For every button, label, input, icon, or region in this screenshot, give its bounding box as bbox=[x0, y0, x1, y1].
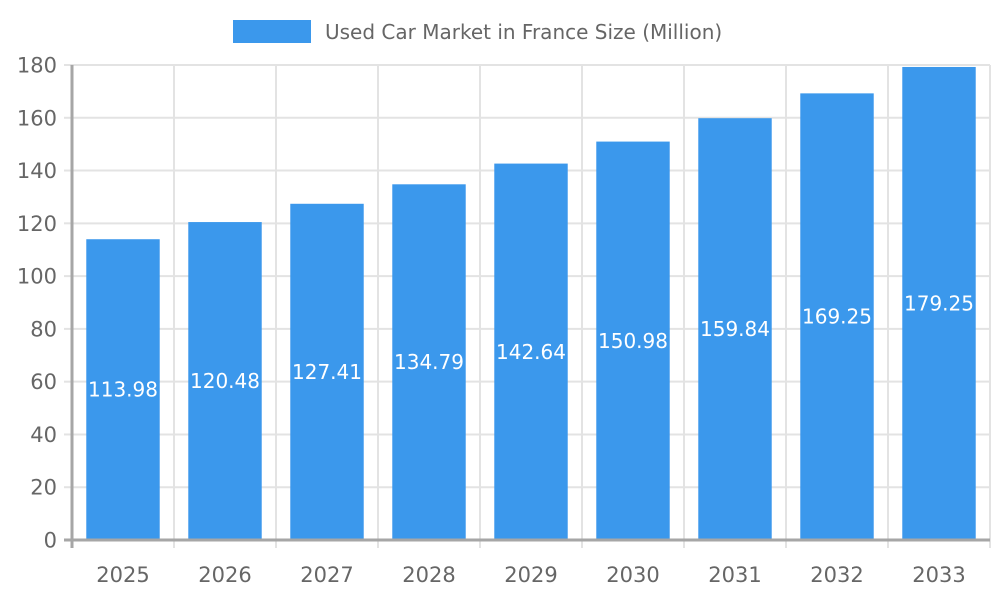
plot-area: 0 20 40 60 80 100 120 140 160 180 113.98 2025 120.48… bbox=[17, 54, 991, 587]
bar-value-label: 159.84 bbox=[700, 317, 770, 341]
y-tick-label: 20 bbox=[30, 476, 57, 500]
y-tick-label: 100 bbox=[17, 265, 57, 289]
bar-2030[interactable] bbox=[596, 141, 670, 540]
y-tick-label: 140 bbox=[17, 159, 57, 183]
bar-value-label: 150.98 bbox=[598, 329, 668, 353]
bar-value-label: 134.79 bbox=[394, 350, 464, 374]
bar-value-label: 179.25 bbox=[904, 291, 974, 315]
x-tick-label: 2025 bbox=[96, 563, 149, 587]
bar-2033[interactable] bbox=[902, 66, 976, 541]
bar-2025[interactable] bbox=[86, 239, 160, 540]
y-tick-label: 80 bbox=[30, 317, 57, 341]
y-tick-label: 120 bbox=[17, 212, 57, 236]
x-tick-label: 2028 bbox=[402, 563, 455, 587]
bar-2029[interactable] bbox=[494, 163, 568, 541]
bar-2031[interactable] bbox=[698, 118, 772, 540]
x-tick-label: 2033 bbox=[912, 563, 965, 587]
y-tick-label: 60 bbox=[30, 370, 57, 394]
bar-2028[interactable] bbox=[392, 184, 466, 540]
bar-value-label: 169.25 bbox=[802, 305, 872, 329]
bar-2026[interactable] bbox=[188, 222, 262, 541]
x-tick-label: 2032 bbox=[810, 563, 863, 587]
bar-value-label: 120.48 bbox=[190, 369, 260, 393]
x-tick-label: 2031 bbox=[708, 563, 761, 587]
x-tick-label: 2029 bbox=[504, 563, 557, 587]
bar-2032[interactable] bbox=[800, 93, 874, 541]
y-tick-label: 160 bbox=[17, 106, 57, 130]
x-tick-label: 2030 bbox=[606, 563, 659, 587]
bar-2027[interactable] bbox=[290, 203, 364, 540]
bar-value-label: 113.98 bbox=[88, 378, 158, 402]
legend-label[interactable]: Used Car Market in France Size (Million) bbox=[325, 20, 722, 44]
legend-swatch[interactable] bbox=[233, 20, 311, 43]
y-tick-label: 180 bbox=[17, 54, 57, 78]
y-tick-label: 40 bbox=[30, 423, 57, 447]
y-tick-label: 0 bbox=[44, 529, 57, 553]
x-tick-label: 2027 bbox=[300, 563, 353, 587]
chart-legend[interactable]: Used Car Market in France Size (Million) bbox=[233, 20, 722, 44]
bar-value-label: 127.41 bbox=[292, 360, 362, 384]
x-tick-label: 2026 bbox=[198, 563, 251, 587]
bar-value-label: 142.64 bbox=[496, 340, 566, 364]
